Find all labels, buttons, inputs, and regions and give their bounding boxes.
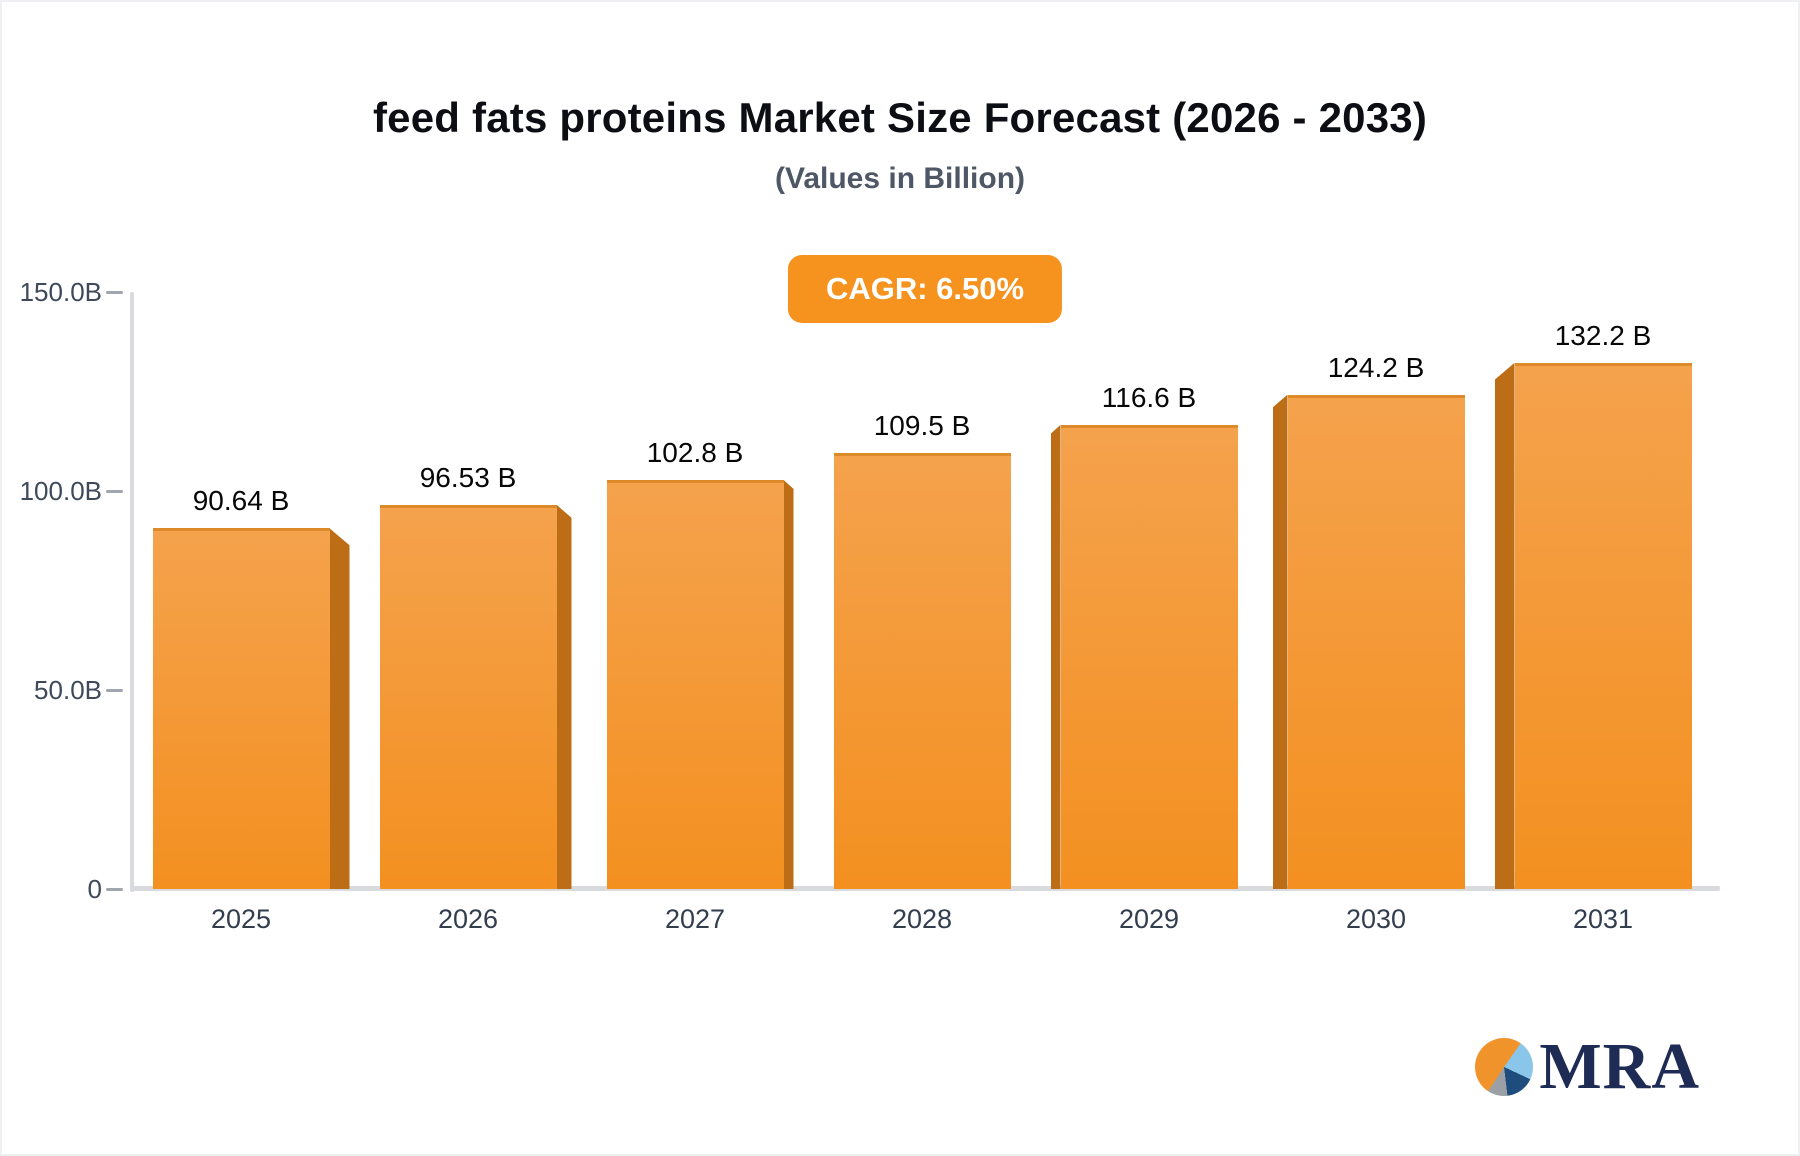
y-axis-label: 100.0B xyxy=(19,476,102,506)
bar-3d-side xyxy=(1494,362,1515,889)
bar xyxy=(1060,424,1238,889)
y-axis-label: 0 xyxy=(87,874,102,904)
bar xyxy=(1514,362,1692,889)
chart-subtitle: (Values in Billion) xyxy=(774,162,1026,195)
x-axis-label: 2029 xyxy=(1118,904,1180,934)
bar-3d-side xyxy=(1050,424,1061,889)
y-axis-tick xyxy=(106,490,123,493)
y-axis-tick xyxy=(106,888,123,891)
bar-value-label: 90.64 B xyxy=(192,485,290,517)
y-axis-label: 50.0B xyxy=(34,675,102,705)
y-axis-tick xyxy=(106,291,123,294)
bar xyxy=(606,479,784,889)
y-axis-label: 150.0B xyxy=(19,277,102,307)
brand-logo-text: MRA xyxy=(1539,1030,1700,1103)
bar-3d-side xyxy=(1272,394,1288,889)
bar xyxy=(833,453,1011,889)
bar-value-label: 132.2 B xyxy=(1554,319,1652,351)
y-axis-tick xyxy=(106,689,123,692)
chart-title: feed fats proteins Market Size Forecast … xyxy=(372,94,1428,141)
x-axis-label: 2025 xyxy=(210,904,272,934)
x-axis-label: 2027 xyxy=(664,904,726,934)
x-axis-label: 2030 xyxy=(1345,904,1407,934)
bar-value-label: 116.6 B xyxy=(1101,381,1197,413)
x-axis-label: 2028 xyxy=(891,904,953,934)
bar-value-label: 109.5 B xyxy=(873,410,971,442)
x-axis-label: 2031 xyxy=(1572,904,1634,934)
bar-value-label: 124.2 B xyxy=(1327,351,1425,383)
bar xyxy=(1287,394,1465,889)
pie-chart-logo-icon xyxy=(1475,1038,1534,1096)
bar-3d-side xyxy=(783,479,794,889)
bar-value-label: 96.53 B xyxy=(419,461,517,493)
cagr-badge: CAGR: 6.50% xyxy=(787,255,1063,323)
bar-3d-side xyxy=(556,504,572,889)
bar-value-label: 102.8 B xyxy=(646,436,744,468)
y-axis-line xyxy=(130,292,134,892)
bar-3d-side xyxy=(329,528,350,889)
bar xyxy=(379,504,557,889)
brand-logo: MRA xyxy=(1475,1034,1700,1100)
x-axis-label: 2026 xyxy=(437,904,499,934)
bar xyxy=(152,528,330,889)
